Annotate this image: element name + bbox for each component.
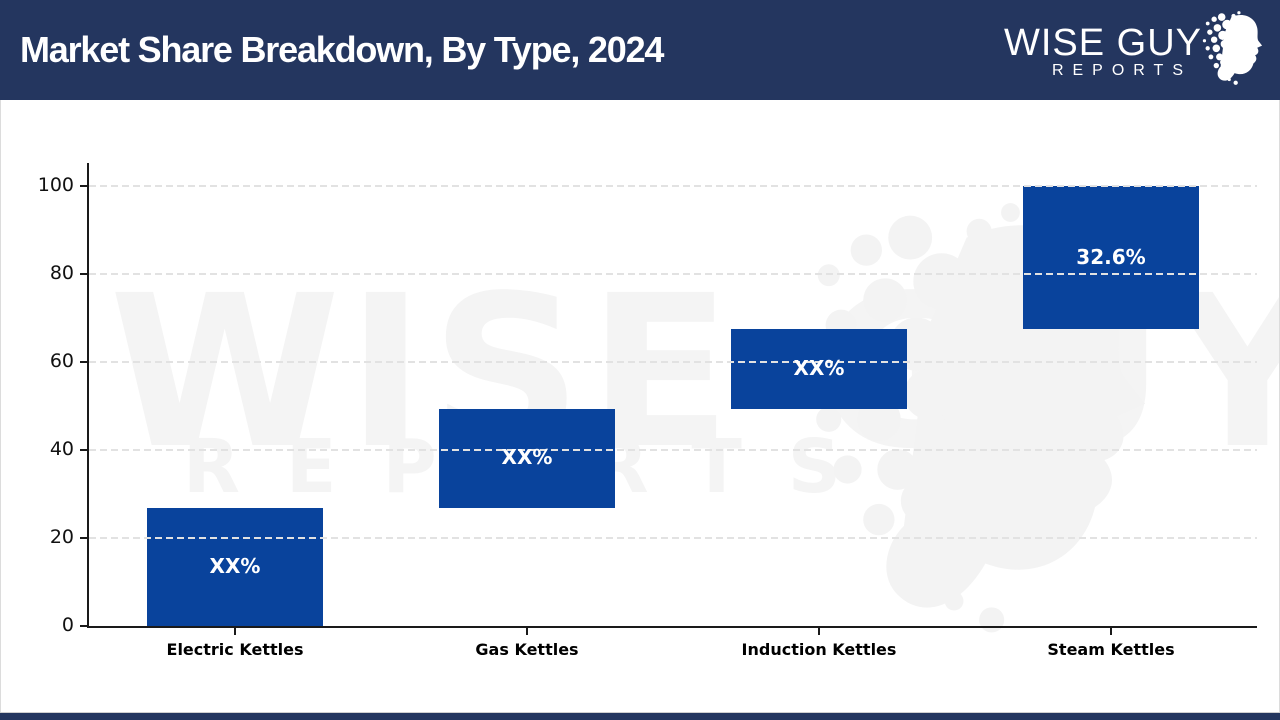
gridline-20	[89, 537, 1257, 539]
bar-gas-kettles	[439, 409, 615, 508]
bar-value-label: XX%	[209, 553, 261, 578]
header-bar: Market Share Breakdown, By Type, 2024 WI…	[0, 0, 1280, 100]
y-tick-label: 60	[49, 350, 74, 372]
y-tick-mark	[80, 625, 87, 627]
y-tick-label: 100	[37, 174, 74, 196]
logo: WISE GUY REPORTS	[1000, 0, 1270, 100]
footer-bar	[0, 712, 1280, 720]
y-tick-mark	[80, 185, 87, 187]
logo-head-icon	[1198, 8, 1268, 94]
category-label-steam-kettles: Steam Kettles	[1047, 640, 1175, 659]
y-tick-mark	[80, 537, 87, 539]
x-tick-mark	[1110, 628, 1112, 635]
logo-wiseguy-text: WISE GUY	[1003, 22, 1202, 64]
y-tick-label: 40	[49, 438, 74, 460]
x-axis	[87, 626, 1257, 628]
gridline-80	[89, 273, 1257, 275]
y-axis	[87, 163, 89, 628]
category-label-induction-kettles: Induction Kettles	[741, 640, 897, 659]
gridline-100	[89, 185, 1257, 187]
x-tick-mark	[526, 628, 528, 635]
y-tick-mark	[80, 361, 87, 363]
y-tick-mark	[80, 449, 87, 451]
logo-reports-text: REPORTS	[1051, 62, 1192, 79]
category-label-electric-kettles: Electric Kettles	[166, 640, 304, 659]
x-tick-mark	[234, 628, 236, 635]
category-label-gas-kettles: Gas Kettles	[475, 640, 579, 659]
y-tick-label: 80	[49, 262, 74, 284]
bar-value-label: XX%	[501, 445, 553, 470]
bar-electric-kettles	[147, 507, 323, 626]
bar-induction-kettles	[731, 329, 907, 410]
bar-value-label: 32.6%	[1076, 244, 1146, 269]
y-tick-label: 0	[61, 614, 74, 636]
chart-area: WISE GUY REPORTS XX%XX%XX%32.6%020406080…	[0, 100, 1280, 712]
y-tick-mark	[80, 273, 87, 275]
x-tick-mark	[818, 628, 820, 635]
page-title: Market Share Breakdown, By Type, 2024	[20, 29, 664, 70]
bar-value-label: XX%	[793, 356, 845, 381]
bar-steam-kettles	[1023, 186, 1199, 330]
gridline-40	[89, 449, 1257, 451]
gridline-60	[89, 361, 1257, 363]
y-tick-label: 20	[49, 526, 74, 548]
